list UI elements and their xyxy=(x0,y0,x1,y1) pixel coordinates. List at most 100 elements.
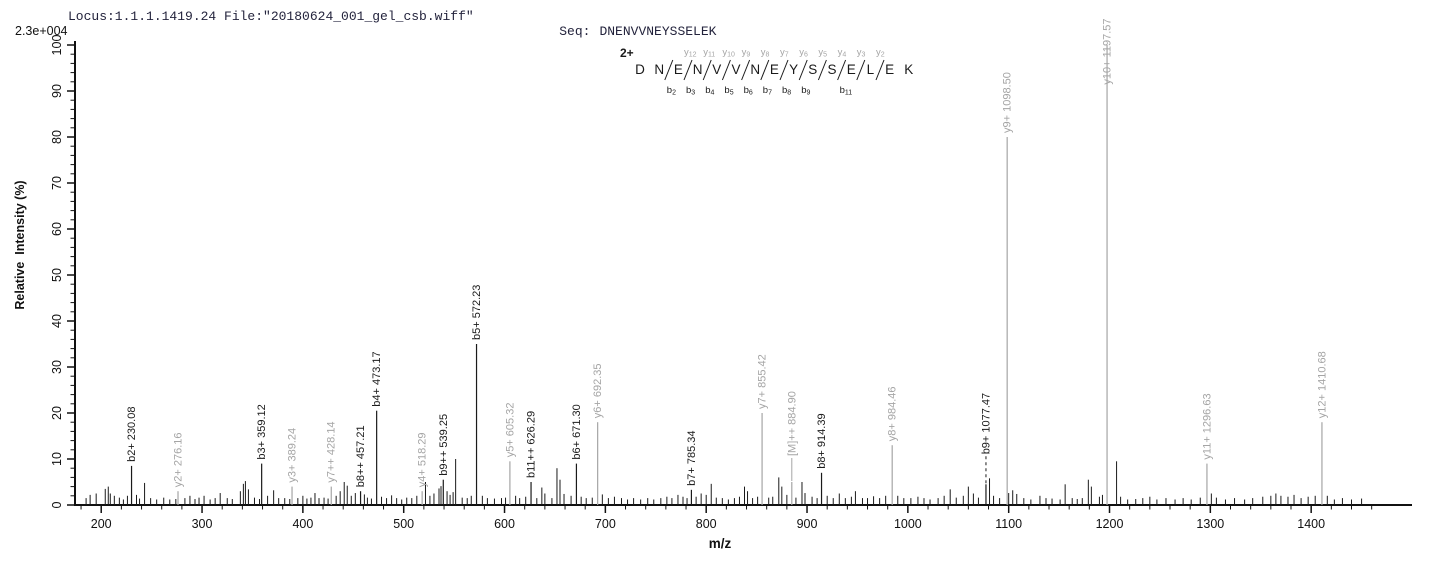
peak-label: b9+ 1077.47 xyxy=(980,393,992,454)
residue-letter: D xyxy=(635,62,645,77)
y-fragment-label: y6 xyxy=(799,47,808,59)
cleavage-slash xyxy=(817,59,827,81)
header-sequence: Seq: DNENVVNEYSSELEK xyxy=(528,9,716,54)
b-fragment-label: b3 xyxy=(686,85,695,97)
y-fragment-label: y5 xyxy=(818,47,827,59)
cleavage-slash xyxy=(779,59,789,81)
peak-label: b8++ 457.21 xyxy=(355,425,367,487)
y-tick-label: 60 xyxy=(50,222,64,236)
y-tick-label: 10 xyxy=(50,452,64,466)
cleavage-slash xyxy=(837,59,847,81)
peak-label: b4+ 473.17 xyxy=(371,351,383,406)
y-tick-label: 80 xyxy=(50,130,64,144)
residue-letter: N xyxy=(750,62,760,77)
cleavage-slash xyxy=(683,59,693,81)
peak-label: y12+ 1410.68 xyxy=(1316,351,1328,418)
y-fragment-label: y3 xyxy=(857,47,866,59)
y-tick-label: 0 xyxy=(50,501,64,508)
b-fragment-label: b5 xyxy=(724,85,733,97)
peak-label: y8+ 984.46 xyxy=(887,386,899,441)
precursor-charge: 2+ xyxy=(620,46,634,60)
peak-label: y9+ 1098.50 xyxy=(1002,72,1014,133)
cleavage-slash xyxy=(856,59,866,81)
intensity-scale-label: 2.3e+004 xyxy=(15,24,68,38)
sequence-label: Seq: xyxy=(559,24,591,39)
peak-label: y2+ 276.16 xyxy=(173,432,185,487)
x-tick-label: 1400 xyxy=(1297,517,1325,531)
y-axis-ticks: 0 10 20 30 40 50 60 70 80 90 100 xyxy=(50,35,75,508)
x-tick-label: 1300 xyxy=(1196,517,1224,531)
peak-label: y3+ 389.24 xyxy=(287,428,299,483)
residue-letter: K xyxy=(904,62,913,77)
residue-letter: L xyxy=(867,62,875,77)
x-tick-label: 1000 xyxy=(894,517,922,531)
y-tick-label: 50 xyxy=(50,268,64,282)
sequence-value: DNENVVNEYSSELEK xyxy=(599,24,717,39)
peak-label: b6+ 671.30 xyxy=(571,404,583,459)
peak-label: y11+ 1296.63 xyxy=(1201,393,1213,459)
labeled-peaks: b2+ 230.08 y2+ 276.16 b3+ 359.12 y3+ 389.24… xyxy=(126,18,1328,505)
b-fragment-label: b11 xyxy=(840,85,853,97)
y-tick-label: 90 xyxy=(50,84,64,98)
header-locus-file: Locus:1.1.1.1419.24 File:"20180624_001_g… xyxy=(68,9,474,24)
b-fragment-label: b4 xyxy=(705,85,714,97)
x-tick-label: 600 xyxy=(494,517,515,531)
x-tick-label: 900 xyxy=(797,517,818,531)
x-tick-label: 300 xyxy=(192,517,213,531)
residue-letter: E xyxy=(885,62,894,77)
cleavage-slash xyxy=(798,59,808,81)
peak-label: y6+ 692.35 xyxy=(592,363,604,418)
b-fragment-label: b7 xyxy=(763,85,772,97)
y-tick-label: 40 xyxy=(50,314,64,328)
residue-letter: E xyxy=(847,62,856,77)
y-fragment-label: y10 xyxy=(722,47,735,59)
y-fragment-label: y12 xyxy=(684,47,697,59)
peak-label: b7+ 785.34 xyxy=(686,430,698,485)
peak-label: y7+ 855.42 xyxy=(757,354,769,409)
residue-letter: N xyxy=(693,62,703,77)
residue-letter: V xyxy=(712,62,721,77)
b-fragment-label: b6 xyxy=(744,85,753,97)
unlabeled-peaks xyxy=(85,459,1363,505)
residue-letter: E xyxy=(770,62,779,77)
residue-letter: Y xyxy=(789,62,798,77)
x-tick-label: 500 xyxy=(393,517,414,531)
x-tick-label: 1100 xyxy=(995,517,1022,531)
cleavage-slash xyxy=(875,59,885,81)
cleavage-slash xyxy=(702,59,712,81)
x-tick-label: 200 xyxy=(91,517,112,531)
peak-label: b9++ 539.25 xyxy=(438,414,450,476)
peak-label: y4+ 518.29 xyxy=(417,432,429,487)
cleavage-slash xyxy=(721,59,731,81)
b-fragment-label: b9 xyxy=(801,85,810,97)
residue-letter: S xyxy=(827,62,836,77)
residue-letter: N xyxy=(654,62,664,77)
x-tick-label: 800 xyxy=(696,517,717,531)
b-fragment-label: b2 xyxy=(667,85,676,97)
x-tick-label: 400 xyxy=(292,517,313,531)
y-fragment-label: y2 xyxy=(876,47,885,59)
peak-label: y10+ 1197.57 xyxy=(1102,18,1114,84)
y-tick-label: 100 xyxy=(50,35,64,56)
y-fragment-label: y7 xyxy=(780,47,789,59)
y-fragment-label: y11 xyxy=(703,47,715,59)
peak-label: [M]++ 884.90 xyxy=(786,391,798,456)
b-fragment-label: b8 xyxy=(782,85,791,97)
x-axis-ticks: 200 300 400 500 600 700 800 900 1000 1100 1200 1300… xyxy=(80,505,1373,531)
x-axis-title: m/z xyxy=(708,536,732,551)
y-tick-label: 30 xyxy=(50,360,64,374)
peak-label: y7++ 428.14 xyxy=(326,421,338,482)
y-fragment-label: y9 xyxy=(742,47,751,59)
sequence-annotation: 2+D N E N V V N E Y S S E L E Kb2y12b3y11b4y10b5y9b6y8… xyxy=(620,46,913,97)
cleavage-slash xyxy=(741,59,751,81)
cleavage-slash xyxy=(760,59,770,81)
peak-label: b11++ 626.29 xyxy=(526,411,538,478)
residue-letter: S xyxy=(808,62,817,77)
peak-label: b5+ 572.23 xyxy=(471,285,483,340)
residue-letter: V xyxy=(731,62,740,77)
peak-label: b8+ 914.39 xyxy=(816,413,828,468)
peak-label: b2+ 230.08 xyxy=(126,407,138,462)
y-tick-label: 70 xyxy=(50,176,64,190)
